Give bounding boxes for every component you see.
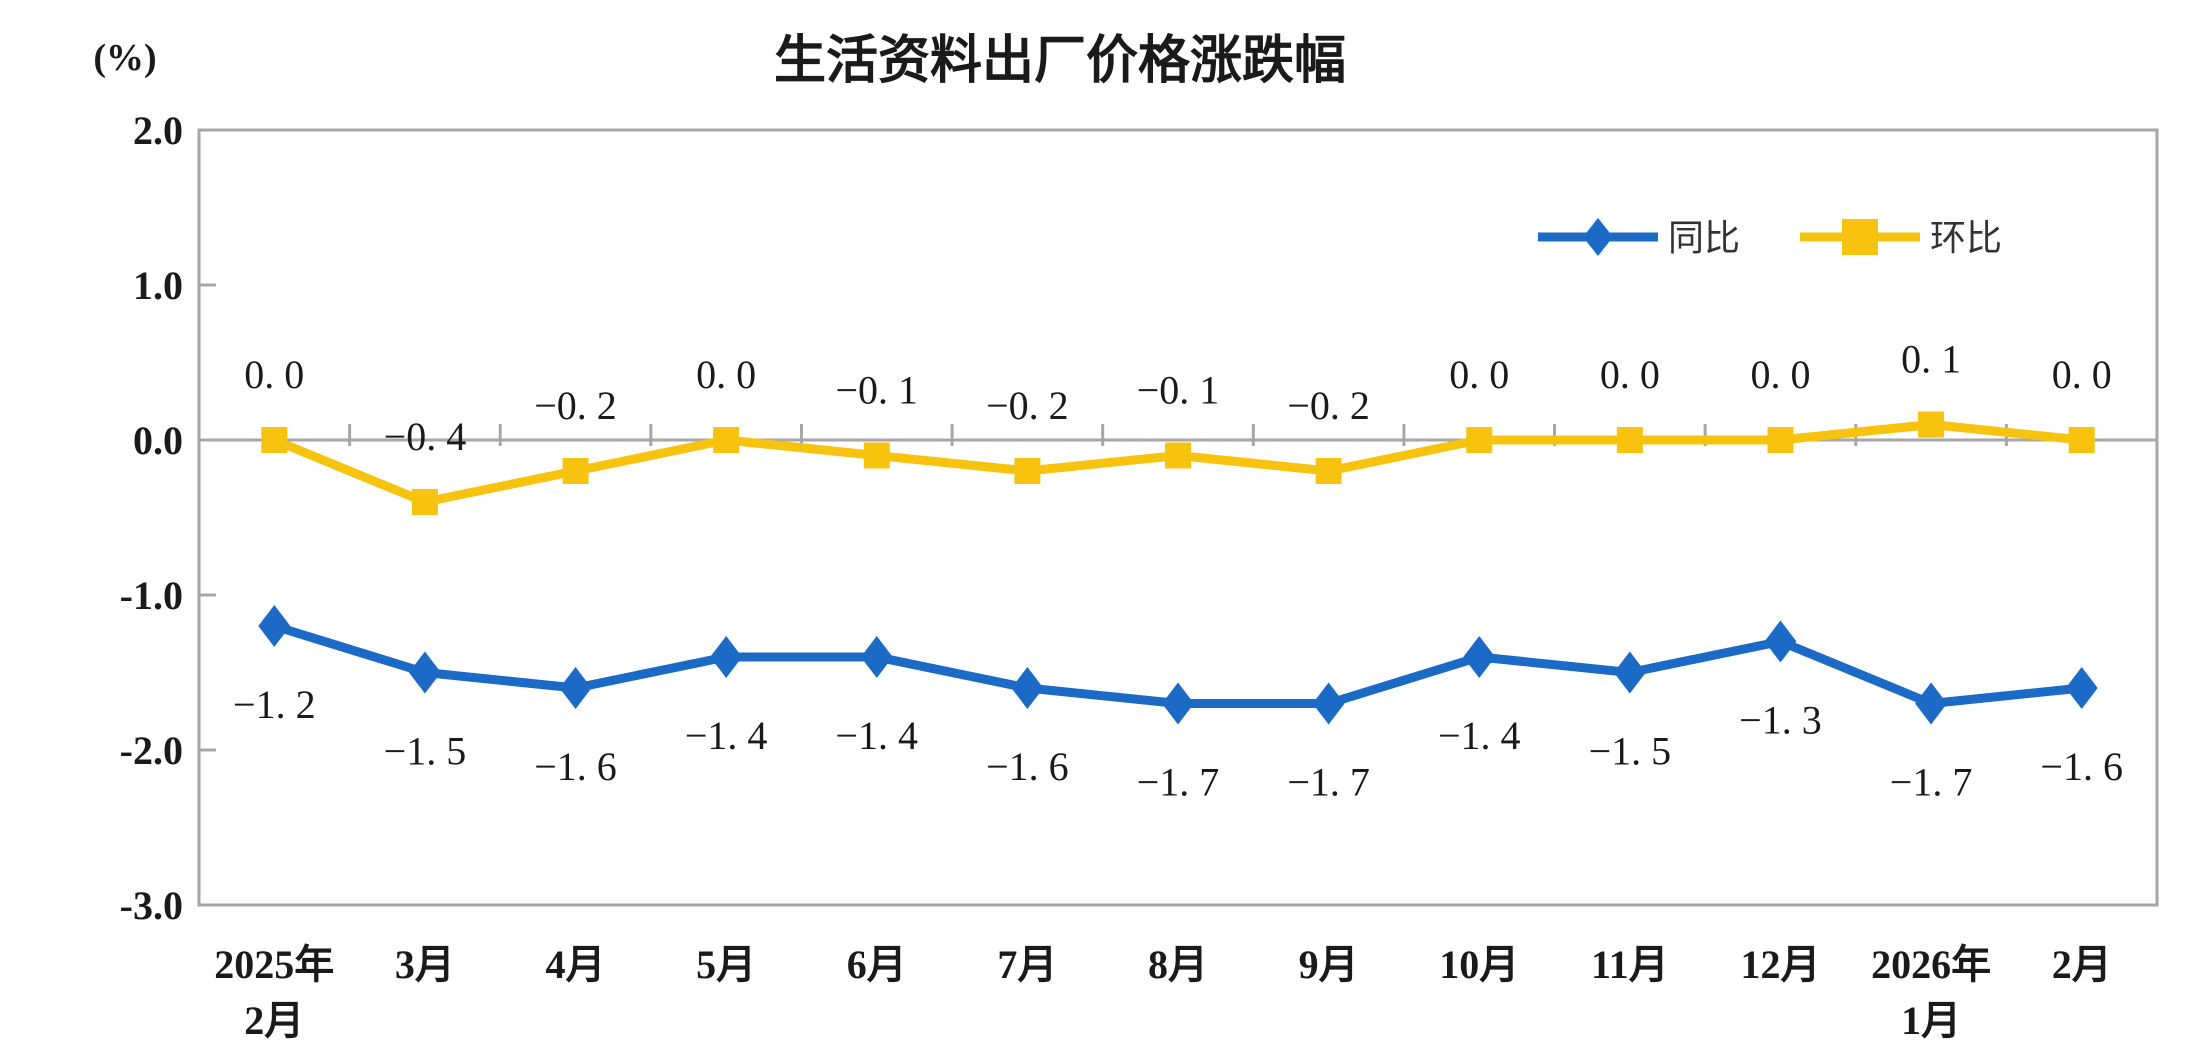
square-marker-icon <box>1014 458 1041 484</box>
y-axis-tick-label: -1.0 <box>120 573 183 618</box>
x-axis-label: 12月 <box>1740 942 1820 987</box>
data-label-同比: −1. 3 <box>1739 698 1822 743</box>
x-axis-label: 11月 <box>1591 942 1669 987</box>
data-label-同比: −1. 7 <box>1890 760 1973 805</box>
legend-item-huanbi: 环比 <box>1800 218 2002 258</box>
square-marker-icon <box>1918 411 1945 438</box>
data-label-环比: −0. 2 <box>1287 383 1370 428</box>
legend-square-marker-icon <box>1842 219 1878 255</box>
x-axis-sublabel: 2月 <box>244 998 304 1043</box>
data-label-同比: −1. 4 <box>685 713 768 758</box>
square-marker-icon <box>411 489 438 515</box>
y-axis-tick-label: -3.0 <box>120 883 183 928</box>
data-label-环比: −0. 2 <box>986 383 1069 428</box>
x-axis-label: 3月 <box>395 942 455 987</box>
legend-label-tongbi: 同比 <box>1668 218 1740 258</box>
y-axis: 2.0 1.0 0.0 -1.0 -2.0 -3.0 <box>120 108 216 928</box>
y-axis-tick-label: 2.0 <box>133 108 183 153</box>
diamond-marker-icon <box>1915 682 1948 725</box>
data-label-环比: 0. 0 <box>244 352 304 397</box>
x-axis-label: 9月 <box>1299 942 1359 987</box>
diamond-marker-icon <box>408 651 441 694</box>
data-label-环比: −0. 1 <box>835 368 918 413</box>
data-label-同比: −1. 6 <box>2040 744 2123 789</box>
x-axis-label: 8月 <box>1148 942 1208 987</box>
zero-axis-line <box>199 424 2157 446</box>
diamond-marker-icon <box>1764 620 1797 663</box>
data-label-环比: 0. 0 <box>1600 352 1660 397</box>
data-label-同比: −1. 7 <box>1287 760 1370 805</box>
data-label-环比: 0. 0 <box>2052 352 2112 397</box>
diamond-marker-icon <box>258 605 291 647</box>
square-marker-icon <box>863 442 890 469</box>
plot-area-frame <box>197 128 2159 907</box>
square-marker-icon <box>261 427 288 453</box>
x-axis-sublabel: 1月 <box>1901 998 1961 1043</box>
square-marker-icon <box>562 458 589 484</box>
y-axis-tick-label: 1.0 <box>133 263 183 308</box>
unit-label: (%) <box>93 37 156 79</box>
diamond-marker-icon <box>559 667 592 709</box>
data-label-环比: 0. 0 <box>696 352 756 397</box>
chart-title: 生活资料出厂价格涨跌幅 <box>774 32 1346 90</box>
data-label-环比: 0. 1 <box>1901 337 1961 382</box>
square-marker-icon <box>1315 458 1342 484</box>
x-axis-label: 6月 <box>847 942 907 987</box>
diamond-marker-icon <box>1312 682 1345 725</box>
square-marker-icon <box>2068 427 2095 453</box>
x-axis-label: 2025年 <box>214 942 334 987</box>
data-label-同比: −1. 6 <box>534 744 617 789</box>
legend-diamond-marker-icon <box>1583 218 1613 256</box>
x-axis-label: 2月 <box>2052 942 2112 987</box>
square-marker-icon <box>1466 427 1493 453</box>
legend: 同比 环比 <box>1538 218 2002 258</box>
x-axis-label: 10月 <box>1439 942 1519 987</box>
y-axis-tick-label: 0.0 <box>133 418 183 463</box>
square-marker-icon <box>1165 442 1191 469</box>
x-axis-label: 5月 <box>696 942 756 987</box>
data-labels: −1. 2 −1. 5 −1. 6 −1. 4 −1. 4 −1. 6 −1. 7 −1. 7… <box>233 337 2123 805</box>
diamond-marker-icon <box>1011 667 1044 709</box>
diamond-marker-icon <box>860 636 893 678</box>
diamond-marker-icon <box>2065 667 2098 709</box>
legend-item-tongbi: 同比 <box>1538 218 1740 258</box>
x-axis-label: 2026年 <box>1871 942 1991 987</box>
x-axis: 2025年 2月 3月 4月 5月 6月 7月 8月 9月 10月 11月 12月 2026年 1月 2月 <box>214 942 2111 1043</box>
data-label-同比: −1. 5 <box>1589 729 1672 774</box>
legend-label-huanbi: 环比 <box>1930 218 2002 258</box>
data-label-同比: −1. 7 <box>1137 760 1220 805</box>
diamond-marker-icon <box>1162 682 1194 725</box>
data-label-环比: 0. 0 <box>1750 352 1810 397</box>
data-label-环比: −0. 4 <box>384 414 467 459</box>
x-axis-label: 4月 <box>546 942 606 987</box>
data-label-同比: −1. 5 <box>384 729 467 774</box>
data-label-同比: −1. 6 <box>986 744 1069 789</box>
data-label-同比: −1. 4 <box>835 713 918 758</box>
data-label-环比: −0. 1 <box>1137 368 1220 413</box>
square-marker-icon <box>1616 427 1643 453</box>
square-marker-icon <box>1767 427 1794 453</box>
x-axis-label: 7月 <box>997 942 1057 987</box>
data-label-同比: −1. 4 <box>1438 713 1521 758</box>
diamond-marker-icon <box>1613 651 1646 694</box>
diamond-marker-icon <box>710 636 743 678</box>
series-lines <box>258 411 2098 725</box>
diamond-marker-icon <box>1463 636 1496 678</box>
square-marker-icon <box>713 427 740 453</box>
data-label-环比: −0. 2 <box>534 383 617 428</box>
data-label-环比: 0. 0 <box>1449 352 1509 397</box>
y-axis-tick-label: -2.0 <box>120 728 183 773</box>
data-label-同比: −1. 2 <box>233 682 316 727</box>
